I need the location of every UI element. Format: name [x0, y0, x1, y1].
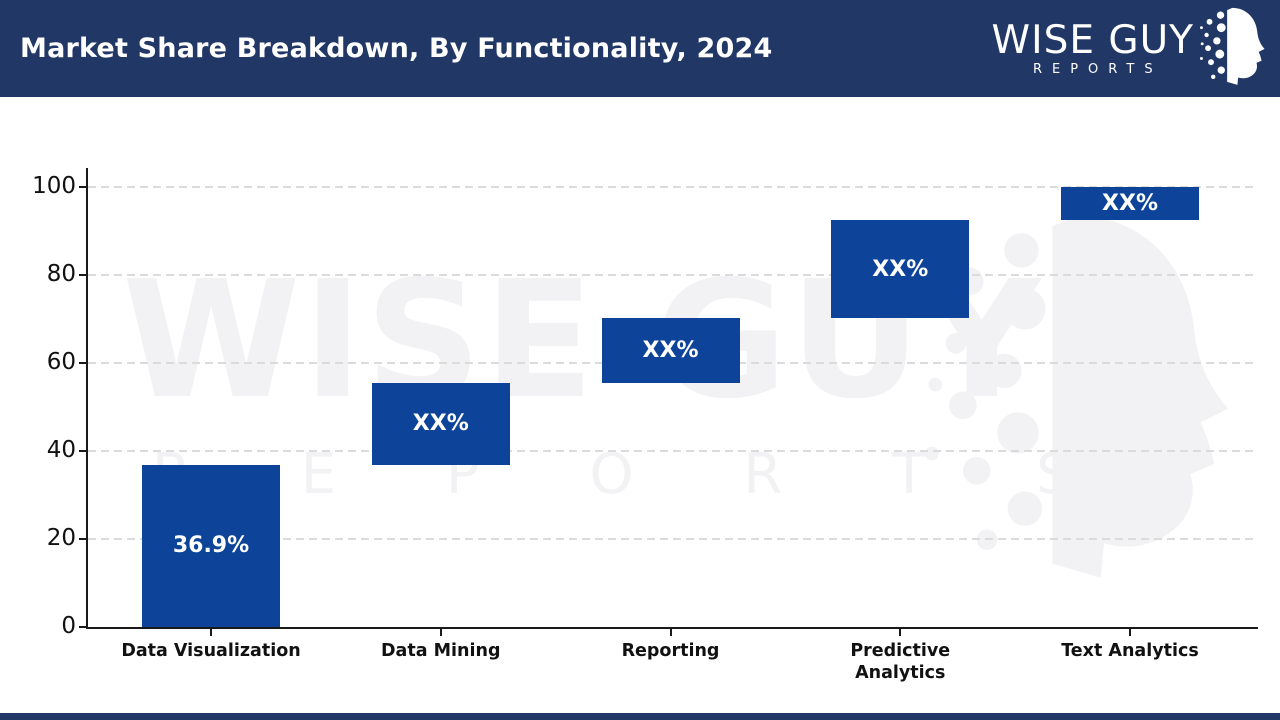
brand-logo: WISE GUY REPORTS — [992, 7, 1266, 87]
page-title: Market Share Breakdown, By Functionality… — [20, 33, 773, 64]
bar-value-label: XX% — [1102, 191, 1158, 216]
bar: XX% — [1061, 187, 1199, 220]
bar-value-label: 36.9% — [172, 533, 250, 559]
gridline — [88, 538, 1255, 540]
category-label: Data Mining — [381, 641, 501, 661]
watermark-brand-subtitle: R E P O R T S — [152, 442, 1118, 507]
bar-value-label: XX% — [642, 337, 699, 363]
bar-value-label: XX% — [412, 411, 469, 437]
footer-bar — [0, 713, 1280, 720]
y-tick — [79, 362, 86, 364]
bar: XX% — [601, 318, 740, 383]
y-tick-label: 60 — [46, 349, 76, 375]
x-tick — [439, 629, 442, 636]
gridline — [88, 450, 1255, 452]
category-label: Data Visualization — [121, 641, 301, 661]
y-tick — [79, 626, 86, 628]
y-tick — [79, 538, 86, 540]
bar: 36.9% — [142, 464, 280, 627]
gridline — [88, 274, 1255, 276]
y-tick-label: 40 — [46, 437, 76, 463]
x-axis-line — [86, 627, 1258, 629]
category-label: Predictive Analytics — [850, 641, 951, 683]
y-tick — [79, 186, 86, 188]
gridline — [88, 186, 1255, 188]
y-tick-label: 0 — [61, 613, 76, 639]
bar-value-label: XX% — [872, 256, 929, 282]
category-label: Text Analytics — [1061, 641, 1199, 661]
y-tick-label: 80 — [46, 261, 76, 287]
y-tick — [79, 450, 86, 452]
bar: XX% — [831, 220, 970, 319]
y-tick — [79, 274, 86, 276]
x-tick — [210, 629, 212, 636]
y-tick-label: 20 — [46, 525, 76, 551]
brand-subtitle: REPORTS — [1032, 62, 1163, 77]
plot-area: 0 20 40 60 80 100 36.9% Data Visualization XX% Da… — [0, 97, 1280, 713]
header-bar: Market Share Breakdown, By Functionality… — [0, 0, 1280, 97]
x-tick — [899, 629, 902, 636]
x-tick — [1129, 629, 1131, 636]
bar: XX% — [371, 382, 510, 465]
y-tick-label: 100 — [32, 173, 76, 199]
head-profile-icon — [1200, 7, 1265, 85]
brand-name: WISE GUY — [991, 18, 1194, 63]
category-label: Reporting — [621, 641, 720, 661]
x-tick — [669, 629, 672, 636]
y-axis-line — [86, 168, 88, 628]
brand-logo-text: WISE GUY REPORTS — [992, 21, 1194, 76]
